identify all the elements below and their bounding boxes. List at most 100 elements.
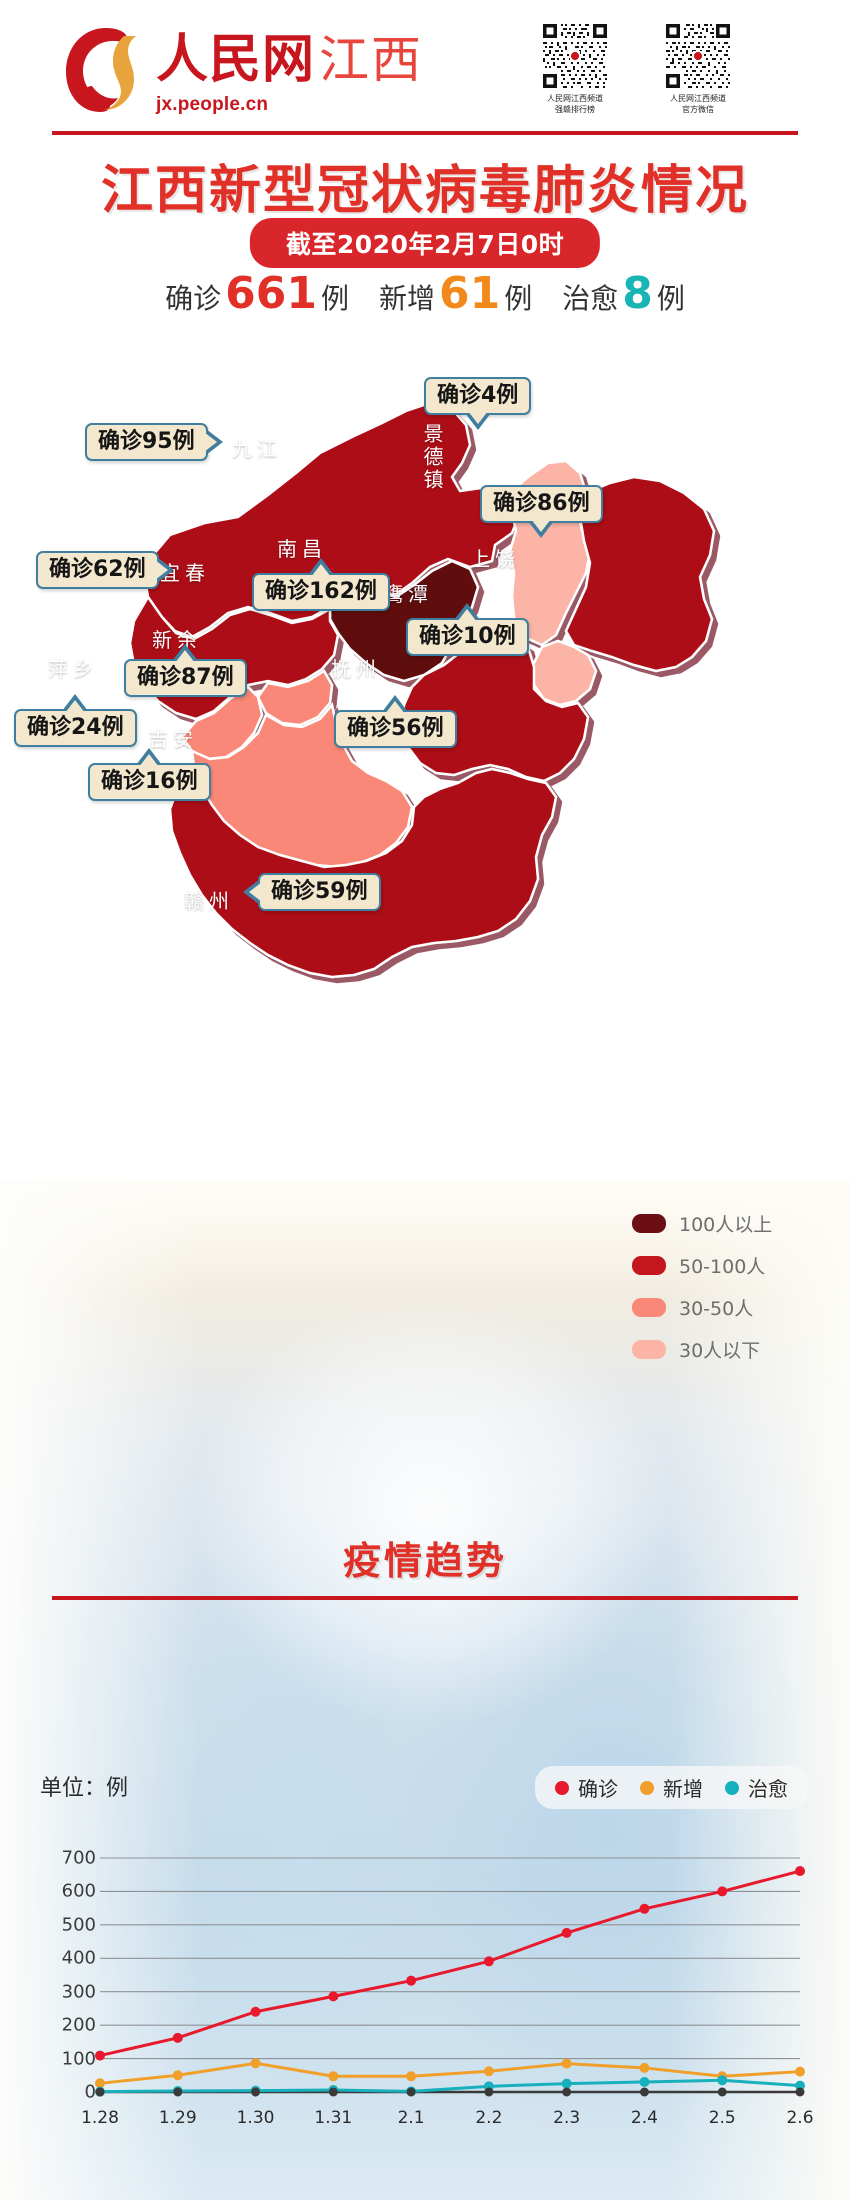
map-region-jiujiang: [141, 401, 522, 639]
callout-shangrao[interactable]: 确诊86例: [480, 485, 603, 539]
chart-data-point: [561, 1927, 572, 1938]
chart-x-tick-label: 1.28: [81, 2108, 119, 2128]
photo-fade-left: [0, 1180, 200, 2200]
chart-x-tick-label: 2.6: [786, 2108, 814, 2128]
callout-text: 确诊95例: [98, 429, 195, 454]
legend-label: 30人以下: [679, 1340, 761, 1362]
callout-yingtan[interactable]: 确诊10例: [406, 603, 529, 657]
callout-xinyu[interactable]: 确诊87例: [124, 644, 247, 698]
page-title: 江西新型冠状病毒肺炎情况: [100, 161, 749, 221]
qr-caption-line1: 人民网江西频道: [547, 94, 603, 103]
chart-data-point: [562, 2087, 572, 2097]
chart-data-point: [639, 2062, 650, 2073]
chart-data-point: [172, 2032, 183, 2043]
chart-data-point: [172, 2070, 183, 2081]
chart-x-tick-label: 2.2: [475, 2108, 503, 2128]
callout-text: 确诊86例: [493, 491, 590, 516]
callout-pingxiang[interactable]: 确诊24例: [14, 694, 137, 748]
chart-data-point: [717, 2075, 728, 2086]
legend-item-50-100: 50-100人: [632, 1252, 772, 1279]
chart-data-point: [406, 2087, 416, 2097]
stat-label: 新增: [378, 282, 435, 315]
chart-legend-item-cured: 治愈: [725, 1773, 788, 1802]
legend-item-over-100: 100人以上: [632, 1210, 772, 1237]
brand-name-cn: 人民网: [156, 29, 316, 90]
chart-y-tick-label: 100: [61, 2048, 96, 2070]
chart-data-point: [639, 2076, 650, 2087]
legend-swatch-icon: [632, 1340, 666, 1359]
qr-code-icon: [664, 22, 732, 90]
qr-code-wechat[interactable]: 人民网江西频道 官方微信: [664, 22, 732, 116]
callout-tail-icon: [528, 519, 555, 539]
chart-data-point: [795, 1866, 805, 1877]
chart-y-tick-label: 600: [61, 1880, 96, 1902]
qr-caption-line1: 人民网江西频道: [670, 94, 726, 103]
callout-jian[interactable]: 确诊16例: [88, 748, 211, 802]
callout-jingdezhen[interactable]: 确诊4例: [424, 377, 532, 431]
stat-value: 8: [622, 268, 653, 319]
chart-data-point: [795, 2087, 805, 2097]
qr-caption: 人民网江西频道 官方微信: [670, 94, 726, 116]
site-logo[interactable]: 人民网 江西 jx.people.cn: [62, 24, 423, 116]
legend-dot-icon: [725, 1780, 739, 1795]
callout-text: 确诊56例: [347, 716, 444, 741]
callout-nanchang[interactable]: 确诊162例: [252, 558, 390, 612]
callout-text: 确诊10例: [419, 624, 516, 649]
callout-text: 确诊62例: [49, 557, 146, 582]
callout-tail-icon: [307, 558, 334, 577]
chart-y-tick-label: 300: [61, 1981, 96, 2003]
callout-text: 确诊87例: [137, 665, 234, 690]
legend-dot-icon: [640, 1780, 654, 1795]
chart-series-line: [99, 2061, 801, 2085]
chart-data-point: [173, 2087, 183, 2097]
brand-url: jx.people.cn: [156, 94, 269, 115]
callout-tail-icon: [464, 411, 491, 431]
map-svg: [128, 401, 716, 979]
legend-label: 50-100人: [679, 1256, 766, 1278]
header: 人民网 江西 jx.people.cn: [0, 0, 850, 150]
stat-new: 新增 61 例: [379, 272, 532, 317]
chart-unit-label: 单位：例: [40, 1776, 129, 1801]
chart-y-tick-label: 200: [61, 2014, 96, 2036]
chart-legend-item-new: 新增: [640, 1773, 703, 1802]
callout-tail-icon: [382, 695, 409, 714]
chart-x-tick-label: 2.5: [708, 2108, 736, 2128]
callout-tail-icon: [62, 694, 89, 713]
qr-code-icon: [541, 22, 609, 90]
callout-text: 确诊4例: [437, 383, 519, 408]
callout-fuzhou[interactable]: 确诊56例: [334, 695, 457, 749]
chart-y-tick-label: 500: [61, 1914, 96, 1936]
header-divider: [52, 131, 798, 135]
qr-caption-line2: 强赣排行榜: [555, 104, 595, 114]
chart-x-tick-label: 2.3: [553, 2108, 581, 2128]
chart-data-point: [717, 2087, 727, 2097]
legend-series-name: 确诊: [578, 1777, 618, 1801]
chart-data-point: [484, 2087, 494, 2097]
qr-code-ranking[interactable]: 人民网江西频道 强赣排行榜: [541, 22, 609, 116]
photo-fade-right: [670, 1180, 850, 2200]
chart-data-point: [95, 2050, 105, 2061]
callout-text: 确诊16例: [101, 769, 198, 794]
callout-ganzhou[interactable]: 确诊59例: [243, 873, 381, 912]
chart-x-tick-label: 2.1: [397, 2108, 425, 2128]
callout-tail-icon: [154, 557, 174, 584]
callout-tail-icon: [136, 748, 163, 767]
chart-x-tick-label: 1.29: [158, 2108, 197, 2128]
stat-value: 661: [225, 268, 317, 319]
legend-label: 30-50人: [679, 1298, 754, 1320]
chart-data-point: [328, 1991, 339, 2002]
chart-legend: 确诊 新增 治愈: [535, 1766, 808, 1809]
brand-text: 人民网 江西 jx.people.cn: [156, 34, 423, 116]
callout-yichun[interactable]: 确诊62例: [36, 551, 174, 590]
chart-y-tick-label: 400: [61, 1947, 96, 1969]
legend-swatch-icon: [632, 1214, 666, 1233]
stat-cured: 治愈 8 例: [562, 272, 685, 317]
chart-data-point: [561, 2078, 572, 2089]
callout-jiujiang[interactable]: 确诊95例: [85, 423, 223, 462]
qr-caption: 人民网江西频道 强赣排行榜: [547, 94, 603, 116]
trend-chart: 0 100 200 300 400 500 600 700 1.28 1.29 1.30 1.31 2…: [0, 1830, 850, 2160]
chart-data-point: [328, 2087, 338, 2097]
legend-dot-icon: [555, 1780, 569, 1795]
chart-series-line: [99, 2078, 801, 2094]
chart-data-point: [483, 2066, 494, 2077]
